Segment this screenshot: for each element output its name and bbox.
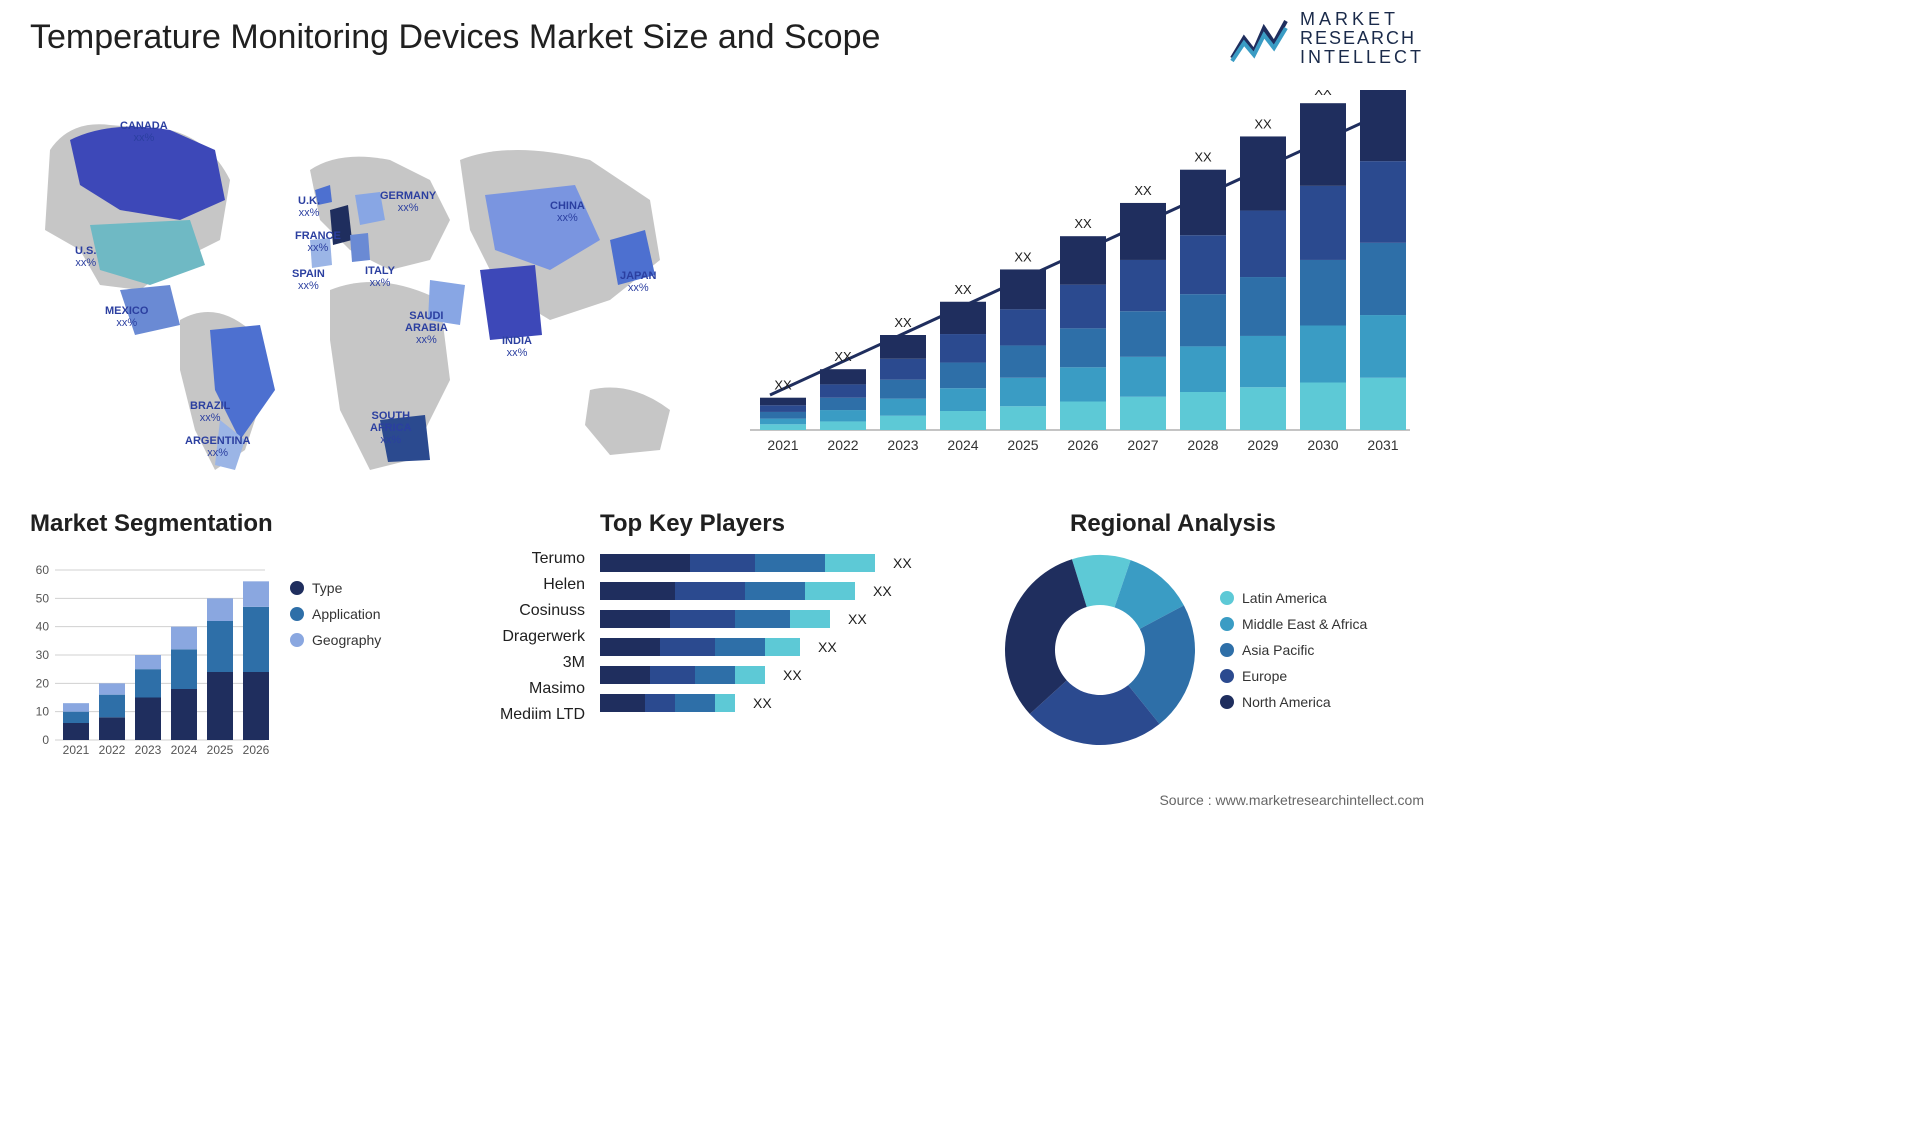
svg-text:2031: 2031: [1367, 437, 1398, 453]
player-name: Cosinuss: [480, 602, 585, 620]
map-label: CANADAxx%: [120, 120, 168, 144]
player-name: Terumo: [480, 550, 585, 568]
svg-text:XX: XX: [1014, 249, 1032, 264]
svg-text:XX: XX: [1314, 90, 1332, 98]
logo-line2: RESEARCH: [1300, 29, 1424, 48]
players-title: Top Key Players: [600, 510, 980, 538]
player-name: 3M: [480, 654, 585, 672]
map-label: U.S.xx%: [75, 245, 96, 269]
player-name: Mediim LTD: [480, 706, 585, 724]
player-name: Masimo: [480, 680, 585, 698]
svg-text:XX: XX: [774, 378, 792, 393]
player-name: Dragerwerk: [480, 628, 585, 646]
svg-text:XX: XX: [1194, 150, 1212, 165]
legend-item: Latin America: [1220, 590, 1367, 606]
svg-text:2026: 2026: [1067, 437, 1098, 453]
map-label: BRAZILxx%: [190, 400, 230, 424]
svg-text:XX: XX: [1074, 216, 1092, 231]
logo-icon: [1230, 13, 1290, 63]
map-label: U.K.xx%: [298, 195, 320, 219]
svg-text:XX: XX: [954, 282, 972, 297]
map-label: INDIAxx%: [502, 335, 532, 359]
map-label: SOUTHAFRICAxx%: [370, 410, 412, 446]
svg-text:XX: XX: [818, 639, 837, 655]
main-bar-chart: XX 2021 XX 2022 XX 2023 XX 2024 XX 2025 XX 2026 XX 20…: [740, 90, 1420, 470]
segmentation-title: Market Segmentation: [30, 510, 460, 538]
svg-text:10: 10: [36, 705, 50, 719]
world-map: CANADAxx% U.S.xx% MEXICOxx% BRAZILxx% ARGENT…: [30, 90, 700, 480]
legend-item: Type: [290, 580, 381, 596]
logo: MARKET RESEARCH INTELLECT: [1230, 10, 1424, 67]
segmentation-legend: Type Application Geography: [290, 580, 381, 760]
regional-donut: [1000, 550, 1200, 750]
svg-text:2021: 2021: [767, 437, 798, 453]
svg-text:2027: 2027: [1127, 437, 1158, 453]
logo-line3: INTELLECT: [1300, 48, 1424, 67]
map-label: SPAINxx%: [292, 268, 325, 292]
source-text: Source : www.marketresearchintellect.com: [1159, 792, 1424, 808]
players-chart: XXXXXXXXXXXX: [600, 550, 940, 750]
svg-text:30: 30: [36, 648, 50, 662]
page-title: Temperature Monitoring Devices Market Si…: [30, 18, 880, 57]
legend-item: Asia Pacific: [1220, 642, 1367, 658]
segmentation-chart: 0 10 20 30 40 50 60 2021 2022 2023 2024 2025 2026: [30, 550, 270, 760]
map-label: MEXICOxx%: [105, 305, 148, 329]
map-label: SAUDIARABIAxx%: [405, 310, 448, 346]
map-label: CHINAxx%: [550, 200, 585, 224]
players-section: Top Key Players Terumo Helen Cosinuss Drage…: [480, 510, 980, 770]
regional-legend: Latin America Middle East & Africa Asia Pa…: [1220, 590, 1367, 710]
svg-text:2024: 2024: [171, 743, 198, 757]
svg-text:20: 20: [36, 676, 50, 690]
svg-text:2025: 2025: [207, 743, 234, 757]
legend-item: Geography: [290, 632, 381, 648]
players-list: Terumo Helen Cosinuss Dragerwerk 3M Masimo Med…: [480, 550, 585, 750]
svg-text:2025: 2025: [1007, 437, 1038, 453]
map-label: FRANCExx%: [295, 230, 341, 254]
svg-text:2023: 2023: [887, 437, 918, 453]
svg-text:60: 60: [36, 563, 50, 577]
logo-line1: MARKET: [1300, 10, 1424, 29]
legend-item: Middle East & Africa: [1220, 616, 1367, 632]
svg-text:XX: XX: [753, 695, 772, 711]
svg-text:40: 40: [36, 620, 50, 634]
svg-text:XX: XX: [1134, 183, 1152, 198]
map-label: ITALYxx%: [365, 265, 395, 289]
svg-text:2023: 2023: [135, 743, 162, 757]
legend-item: North America: [1220, 694, 1367, 710]
svg-text:2030: 2030: [1307, 437, 1338, 453]
map-label: GERMANYxx%: [380, 190, 436, 214]
svg-text:XX: XX: [893, 555, 912, 571]
svg-text:2029: 2029: [1247, 437, 1278, 453]
svg-text:XX: XX: [834, 349, 852, 364]
svg-text:XX: XX: [894, 315, 912, 330]
svg-text:2026: 2026: [243, 743, 270, 757]
svg-text:XX: XX: [783, 667, 802, 683]
segmentation-section: Market Segmentation 0 10 20 30 40 50 60 2021 202…: [30, 510, 460, 770]
svg-text:XX: XX: [848, 611, 867, 627]
player-name: Helen: [480, 576, 585, 594]
svg-text:50: 50: [36, 591, 50, 605]
legend-item: Application: [290, 606, 381, 622]
svg-text:2022: 2022: [827, 437, 858, 453]
svg-text:2024: 2024: [947, 437, 978, 453]
svg-text:2028: 2028: [1187, 437, 1218, 453]
svg-text:2021: 2021: [63, 743, 90, 757]
svg-text:XX: XX: [873, 583, 892, 599]
map-label: JAPANxx%: [620, 270, 656, 294]
svg-text:2022: 2022: [99, 743, 126, 757]
svg-text:XX: XX: [1254, 116, 1272, 131]
map-label: ARGENTINAxx%: [185, 435, 250, 459]
regional-title: Regional Analysis: [1070, 510, 1430, 538]
legend-item: Europe: [1220, 668, 1367, 684]
svg-text:0: 0: [42, 733, 49, 747]
regional-section: Regional Analysis Latin America Middle Ea…: [1000, 510, 1430, 770]
